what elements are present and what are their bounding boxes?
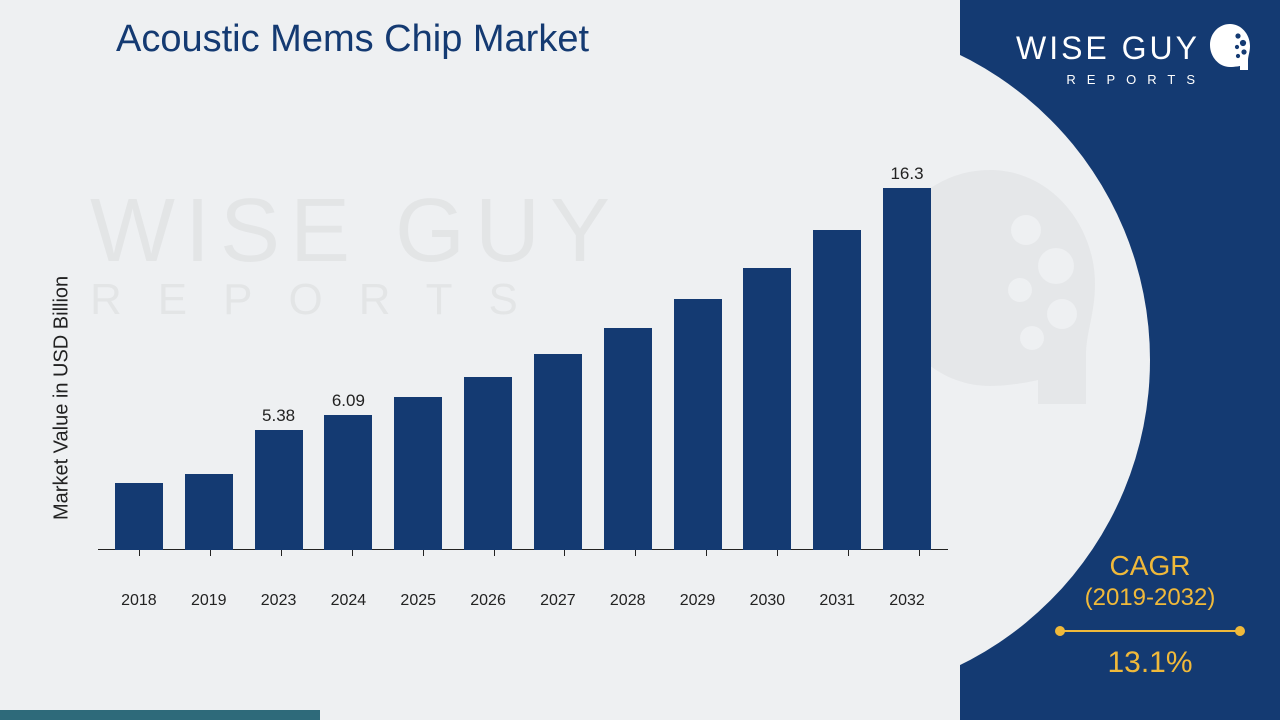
bar [743, 268, 791, 550]
bar-wrap [806, 230, 868, 550]
x-tick-label: 2029 [667, 592, 729, 610]
x-tick [635, 550, 636, 556]
bar-wrap [178, 474, 240, 550]
x-tick [210, 550, 211, 556]
x-tick [564, 550, 565, 556]
x-tick [352, 550, 353, 556]
bars-container: 5.38 6.09 16.3 [98, 150, 948, 550]
bar-wrap: 16.3 [876, 188, 938, 550]
bar-wrap: 6.09 [317, 415, 379, 550]
cagr-block: CAGR (2019-2032) 13.1% [1020, 550, 1280, 680]
x-tick-label: 2027 [527, 592, 589, 610]
bottom-accent-bar [0, 710, 320, 720]
bar: 5.38 [255, 430, 303, 550]
bar [464, 377, 512, 550]
logo-text-sub: REPORTS [1016, 72, 1254, 87]
x-tick [706, 550, 707, 556]
bar [115, 483, 163, 550]
x-tick-label: 2025 [387, 592, 449, 610]
bar [394, 397, 442, 550]
bar-value-label: 6.09 [332, 391, 365, 411]
plot-region: 5.38 6.09 16.3 [98, 150, 948, 550]
chart-area: Market Value in USD Billion 5.38 6.09 16.3… [50, 150, 950, 580]
logo-main-row: WISE GUY [1016, 22, 1254, 74]
x-tick [494, 550, 495, 556]
x-tick-label: 2028 [597, 592, 659, 610]
x-tick-label: 2019 [178, 592, 240, 610]
bar: 6.09 [324, 415, 372, 550]
bar-wrap [597, 328, 659, 550]
x-tick-label: 2026 [457, 592, 519, 610]
bar-wrap [387, 397, 449, 550]
bar [674, 299, 722, 550]
x-tick-label: 2031 [806, 592, 868, 610]
x-tick-label: 2023 [248, 592, 310, 610]
bar [534, 354, 582, 550]
y-axis-label: Market Value in USD Billion [51, 276, 74, 520]
x-labels-row: 2018 2019 2023 2024 2025 2026 2027 2028 2029 2030… [98, 592, 948, 610]
bar-value-label: 16.3 [890, 164, 923, 184]
x-tick [423, 550, 424, 556]
bar [813, 230, 861, 550]
bar-wrap [736, 268, 798, 550]
x-tick [777, 550, 778, 556]
x-tick-label: 2018 [108, 592, 170, 610]
bar: 16.3 [883, 188, 931, 550]
logo-head-icon [1208, 22, 1254, 74]
cagr-value: 13.1% [1020, 646, 1280, 680]
x-tick [139, 550, 140, 556]
bar-wrap [527, 354, 589, 550]
logo: WISE GUY REPORTS [1016, 22, 1254, 87]
bar-wrap [667, 299, 729, 550]
cagr-title: CAGR [1020, 550, 1280, 582]
x-tick-label: 2032 [876, 592, 938, 610]
cagr-years: (2019-2032) [1020, 584, 1280, 612]
bar-value-label: 5.38 [262, 406, 295, 426]
logo-text-main: WISE GUY [1016, 30, 1200, 67]
bar-wrap: 5.38 [248, 430, 310, 550]
bar [604, 328, 652, 550]
cagr-divider [1060, 630, 1240, 632]
x-tick [848, 550, 849, 556]
x-tick-label: 2024 [317, 592, 379, 610]
bar-wrap [457, 377, 519, 550]
x-tick [919, 550, 920, 556]
x-tick-label: 2030 [736, 592, 798, 610]
bar-wrap [108, 483, 170, 550]
x-tick [281, 550, 282, 556]
bar [185, 474, 233, 550]
chart-title: Acoustic Mems Chip Market [116, 18, 589, 61]
